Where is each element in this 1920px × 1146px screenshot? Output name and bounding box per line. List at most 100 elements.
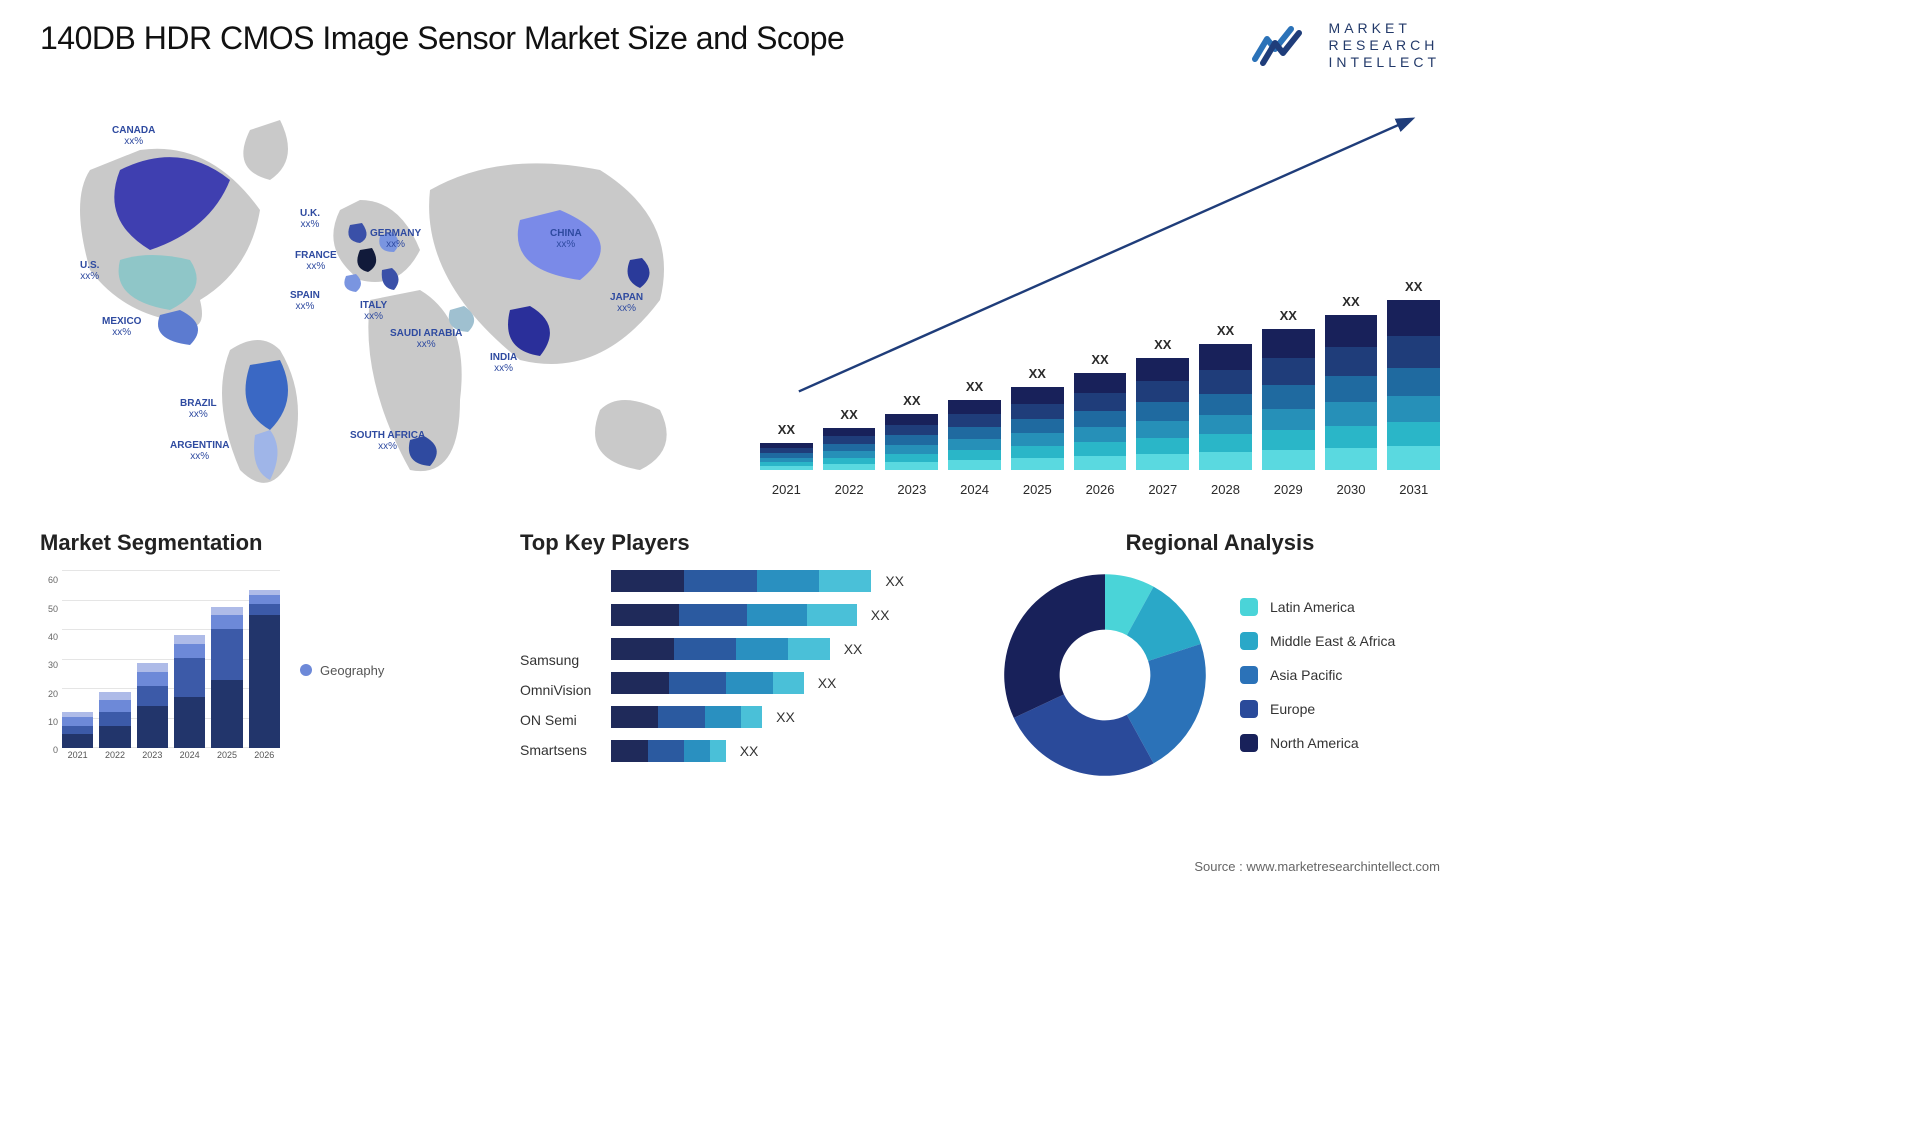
seg-x-tick: 2022 [99,750,130,770]
growth-bar-value-label: XX [840,407,857,422]
logo-text-1: MARKET [1329,20,1440,37]
world-map-panel: CANADAxx%U.S.xx%MEXICOxx%BRAZILxx%ARGENT… [40,100,720,500]
key-player-bar: XX [611,672,960,694]
growth-bar: XX [1011,366,1064,470]
seg-x-tick: 2025 [211,750,242,770]
growth-year-tick: 2025 [1011,476,1064,500]
regional-legend-label: Latin America [1270,599,1355,615]
seg-x-tick: 2021 [62,750,93,770]
growth-bar-value-label: XX [1280,308,1297,323]
growth-bar: XX [1074,352,1127,470]
key-player-value: XX [740,743,759,759]
regional-legend-item: Middle East & Africa [1240,632,1395,650]
growth-year-tick: 2023 [885,476,938,500]
seg-x-tick: 2024 [174,750,205,770]
key-player-value: XX [885,573,904,589]
growth-bar: XX [948,379,1001,470]
legend-swatch-icon [1240,632,1258,650]
growth-bar-value-label: XX [1154,337,1171,352]
seg-bar [99,692,130,749]
key-players-title: Top Key Players [520,530,960,556]
seg-y-tick: 30 [40,660,58,670]
growth-bar-value-label: XX [1029,366,1046,381]
regional-panel: Regional Analysis Latin America Middle Ea… [1000,530,1440,780]
seg-x-tick: 2026 [249,750,280,770]
legend-swatch-icon [1240,734,1258,752]
regional-legend-item: North America [1240,734,1395,752]
legend-dot-icon [300,664,312,676]
seg-bar [174,635,205,748]
growth-year-tick: 2031 [1387,476,1440,500]
brand-logo: MARKET RESEARCH INTELLECT [1251,20,1440,70]
regional-legend-label: Europe [1270,701,1315,717]
key-player-value: XX [818,675,837,691]
growth-bar: XX [823,407,876,470]
donut-slice [1004,575,1105,719]
segmentation-legend-label: Geography [320,663,384,678]
segmentation-legend: Geography [300,663,384,678]
seg-y-tick: 40 [40,632,58,642]
country-label: ITALYxx% [360,300,387,322]
key-player-value: XX [844,641,863,657]
growth-year-tick: 2027 [1136,476,1189,500]
seg-y-tick: 10 [40,717,58,727]
country-label: ARGENTINAxx% [170,440,229,462]
logo-text-2: RESEARCH [1329,37,1440,54]
source-text: Source : www.marketresearchintellect.com [1194,859,1440,874]
regional-legend-item: Asia Pacific [1240,666,1395,684]
growth-bar: XX [1387,279,1440,470]
seg-x-tick: 2023 [137,750,168,770]
regional-donut-chart [1000,570,1210,780]
growth-year-tick: 2028 [1199,476,1252,500]
key-player-bar: XX [611,570,960,592]
key-player-label: Samsung [520,652,591,668]
seg-bar [137,663,168,748]
growth-chart-panel: XXXXXXXXXXXXXXXXXXXXXX 20212022202320242… [760,100,1440,500]
legend-swatch-icon [1240,666,1258,684]
growth-year-tick: 2030 [1325,476,1378,500]
seg-bar [249,590,280,749]
growth-bar-value-label: XX [778,422,795,437]
growth-bar: XX [760,422,813,470]
segmentation-title: Market Segmentation [40,530,480,556]
growth-bar: XX [1325,294,1378,470]
key-player-bar: XX [611,706,960,728]
logo-text-3: INTELLECT [1329,54,1440,71]
regional-title: Regional Analysis [1000,530,1440,556]
growth-year-tick: 2026 [1074,476,1127,500]
country-label: CHINAxx% [550,228,582,250]
growth-bar-value-label: XX [1217,323,1234,338]
key-player-value: XX [871,607,890,623]
seg-y-tick: 50 [40,604,58,614]
country-label: BRAZILxx% [180,398,217,420]
key-player-bar: XX [611,740,960,762]
seg-bar [62,712,93,749]
regional-legend-label: Asia Pacific [1270,667,1342,683]
key-player-label: OmniVision [520,682,591,698]
key-player-value: XX [776,709,795,725]
regional-legend-label: North America [1270,735,1359,751]
seg-bar [211,607,242,749]
growth-bar-value-label: XX [1342,294,1359,309]
key-players-panel: Top Key Players Samsung OmniVision ON Semi… [520,530,960,780]
seg-y-tick: 20 [40,689,58,699]
growth-bar-value-label: XX [1405,279,1422,294]
legend-swatch-icon [1240,598,1258,616]
regional-legend-label: Middle East & Africa [1270,633,1395,649]
growth-year-tick: 2024 [948,476,1001,500]
country-label: U.S.xx% [80,260,99,282]
country-label: INDIAxx% [490,352,517,374]
seg-y-tick: 0 [40,745,58,755]
country-label: FRANCExx% [295,250,337,272]
country-label: SPAINxx% [290,290,320,312]
key-player-label: Smartsens [520,742,591,758]
growth-bar-value-label: XX [966,379,983,394]
key-player-bar: XX [611,638,960,660]
country-label: SAUDI ARABIAxx% [390,328,462,350]
growth-bar-value-label: XX [903,393,920,408]
country-label: U.K.xx% [300,208,320,230]
country-label: SOUTH AFRICAxx% [350,430,425,452]
country-label: CANADAxx% [112,125,155,147]
key-player-label: ON Semi [520,712,591,728]
growth-year-tick: 2029 [1262,476,1315,500]
